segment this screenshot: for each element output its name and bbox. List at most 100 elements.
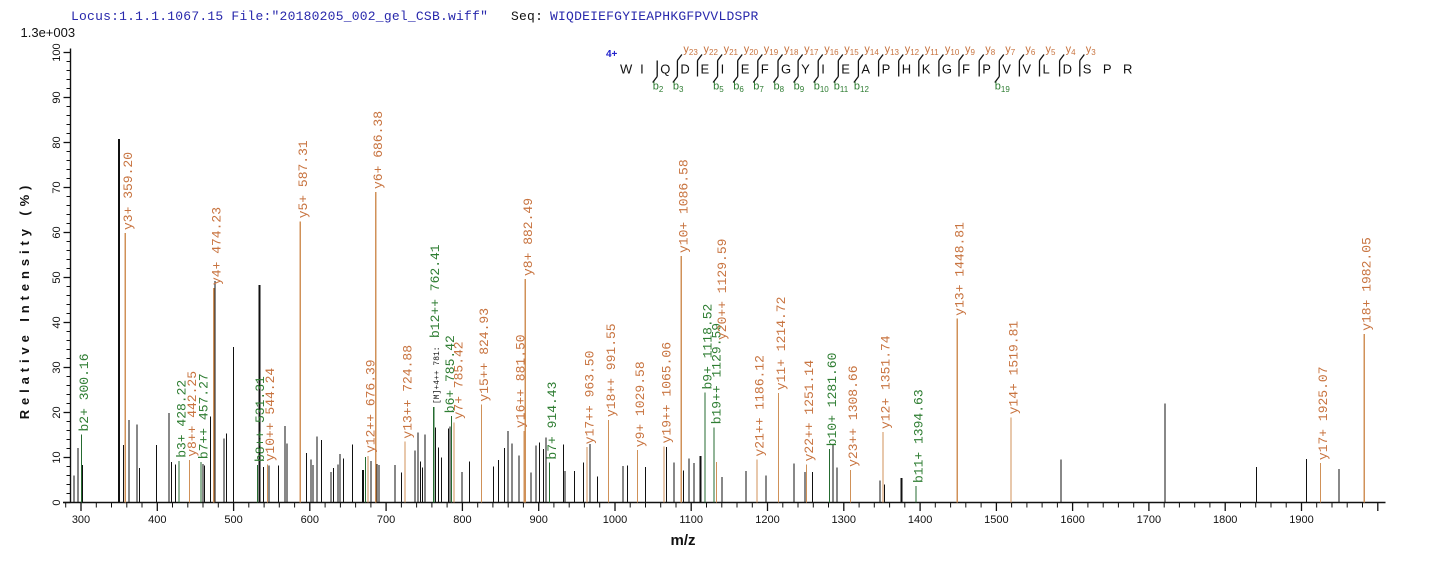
svg-text:y18+ 1982.05: y18+ 1982.05 [1360,237,1375,331]
svg-text:b11+ 1394.63: b11+ 1394.63 [912,389,927,483]
svg-text:Y: Y [801,62,810,77]
svg-text:V: V [1022,62,1031,77]
svg-text:E: E [701,62,710,77]
svg-text:b12++ 762.41: b12++ 762.41 [428,244,443,338]
svg-text:b19++ 1129.59: b19++ 1129.59 [709,323,724,424]
svg-text:1.3e+003: 1.3e+003 [21,25,76,40]
svg-text:V: V [1002,62,1011,77]
svg-text:L: L [1043,62,1050,77]
svg-text:y18++ 991.55: y18++ 991.55 [604,323,619,417]
svg-text:y8: y8 [985,44,996,58]
svg-text:20: 20 [51,406,63,418]
svg-text:y22++ 1251.14: y22++ 1251.14 [802,360,817,462]
svg-text:y6+ 686.38: y6+ 686.38 [371,111,386,189]
svg-text:D: D [680,62,689,77]
svg-text:F: F [962,62,970,77]
svg-text:1000: 1000 [603,514,627,526]
svg-text:R: R [1123,62,1132,77]
svg-text:K: K [922,62,931,77]
svg-text:H: H [902,62,911,77]
svg-text:I: I [721,62,725,77]
svg-text:P: P [1103,62,1112,77]
svg-text:1500: 1500 [984,514,1008,526]
svg-text:0: 0 [51,499,63,505]
svg-text:50: 50 [51,271,63,283]
svg-text:y7+ 785.42: y7+ 785.42 [452,341,467,419]
svg-text:y23++ 1308.66: y23++ 1308.66 [846,365,861,466]
svg-text:800: 800 [453,514,471,526]
svg-text:70: 70 [51,181,63,193]
svg-text:80: 80 [51,136,63,148]
svg-text:D: D [1063,62,1072,77]
svg-text:y9+ 1029.58: y9+ 1029.58 [633,361,648,447]
svg-text:400: 400 [148,514,166,526]
svg-text:40: 40 [51,316,63,328]
svg-text:y3+ 359.20: y3+ 359.20 [121,152,136,230]
svg-text:y11+ 1214.72: y11+ 1214.72 [774,297,789,391]
svg-text:y17++ 963.50: y17++ 963.50 [583,351,598,445]
svg-text:Seq:: Seq: [511,9,543,24]
svg-text:1800: 1800 [1213,514,1237,526]
svg-text:1600: 1600 [1060,514,1084,526]
svg-text:m/z: m/z [670,532,695,549]
svg-text:y5+ 587.31: y5+ 587.31 [296,140,311,218]
svg-text:b8++ 531.31: b8++ 531.31 [253,376,268,462]
svg-text:W: W [620,62,633,77]
svg-text:b10+ 1281.60: b10+ 1281.60 [825,353,840,447]
svg-text:y7: y7 [1005,44,1016,58]
svg-text:P: P [882,62,891,77]
svg-text:600: 600 [301,514,319,526]
svg-text:b7+ 914.43: b7+ 914.43 [545,382,560,460]
svg-text:500: 500 [224,514,242,526]
svg-text:A: A [861,62,870,77]
svg-text:y13+ 1448.81: y13+ 1448.81 [953,222,968,316]
svg-text:b3: b3 [673,81,684,95]
svg-text:10: 10 [51,451,63,463]
svg-text:S: S [1083,62,1092,77]
svg-text:b2: b2 [653,81,664,95]
svg-text:y10+ 1086.58: y10+ 1086.58 [677,159,692,253]
svg-text:90: 90 [51,91,63,103]
svg-text:WIQDEIEFGYIEAPHKGFPVVLDSPR: WIQDEIEFGYIEAPHKGFPVVLDSPR [550,9,759,24]
svg-text:b2+ 300.16: b2+ 300.16 [77,353,92,431]
svg-text:b7++ 457.27: b7++ 457.27 [197,373,212,459]
svg-text:1200: 1200 [755,514,779,526]
svg-text:y8++ 442.25: y8++ 442.25 [185,371,200,457]
svg-text:y21++ 1186.12: y21++ 1186.12 [752,355,767,456]
svg-text:y12++ 676.39: y12++ 676.39 [364,359,379,453]
svg-text:y17+ 1925.07: y17+ 1925.07 [1316,366,1331,460]
svg-text:P: P [982,62,991,77]
svg-text:I: I [640,62,644,77]
svg-text:1300: 1300 [832,514,856,526]
svg-text:G: G [781,62,791,77]
svg-text:y8+ 882.49: y8+ 882.49 [521,198,536,276]
svg-text:y15++ 824.93: y15++ 824.93 [477,308,492,402]
svg-text:y4+ 474.23: y4+ 474.23 [209,207,224,285]
svg-text:y3: y3 [1086,44,1097,58]
svg-text:Q: Q [660,62,670,77]
svg-text:y12+ 1351.74: y12+ 1351.74 [879,335,894,429]
svg-text:E: E [841,62,850,77]
svg-text:1100: 1100 [679,514,703,526]
svg-text:b8: b8 [774,81,785,95]
svg-text:y10++ 544.24: y10++ 544.24 [263,368,278,462]
svg-text:y14+ 1519.81: y14+ 1519.81 [1007,321,1022,415]
svg-text:y16++ 881.50: y16++ 881.50 [513,334,528,428]
svg-text:I: I [821,62,825,77]
svg-text:1400: 1400 [908,514,932,526]
svg-text:y9: y9 [965,44,976,58]
svg-text:y4: y4 [1066,44,1077,58]
svg-text:[M]+4++ 781:: [M]+4++ 781: [433,346,442,404]
svg-text:b9+ 1118.52: b9+ 1118.52 [701,304,716,390]
svg-text:4+: 4+ [606,49,618,60]
svg-text:b6: b6 [733,81,744,95]
svg-text:y6: y6 [1025,44,1036,58]
svg-text:b5: b5 [713,81,724,95]
svg-text:30: 30 [51,361,63,373]
svg-text:b6+ 785.42: b6+ 785.42 [443,335,458,413]
svg-text:y20++ 1129.59: y20++ 1129.59 [715,239,730,340]
svg-text:y19++ 1065.06: y19++ 1065.06 [660,342,675,443]
svg-text:Relative Intensity (%): Relative Intensity (%) [17,181,32,420]
svg-text:F: F [761,62,769,77]
svg-text:b3+ 428.22: b3+ 428.22 [174,380,189,458]
